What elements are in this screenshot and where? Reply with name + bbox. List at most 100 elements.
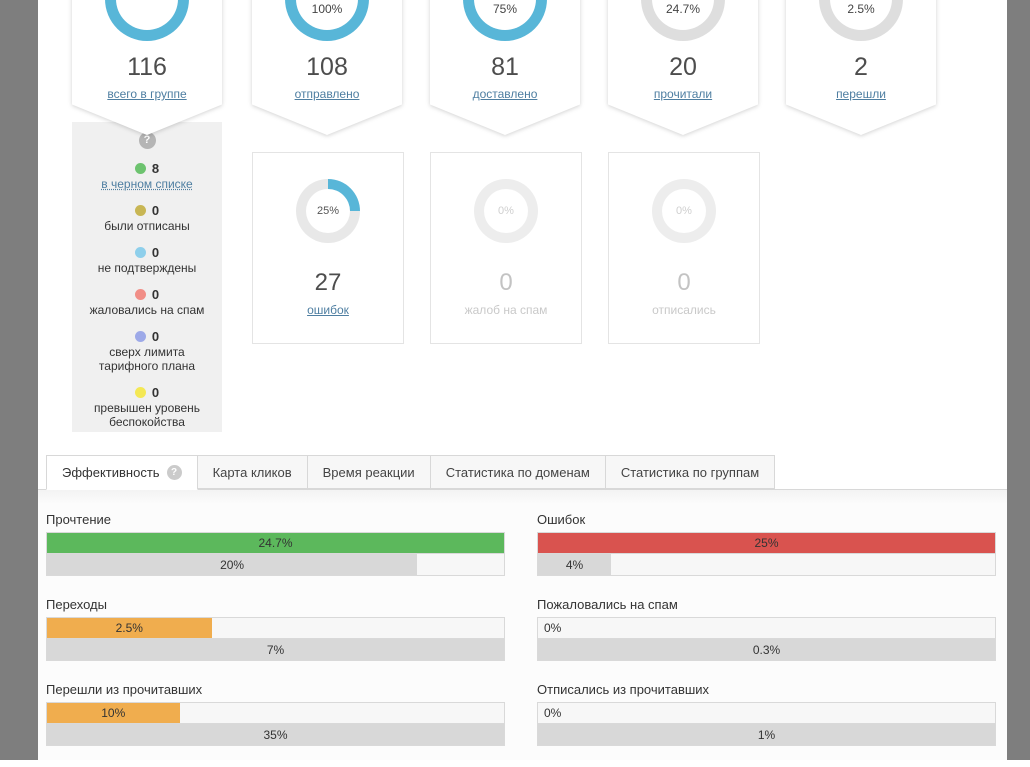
tab-label: Карта кликов	[212, 464, 292, 480]
metric-group-clicked-from-read: Перешли из прочитавших 10% 35%	[46, 682, 505, 746]
metric-bar-actual: 0%	[537, 702, 996, 724]
metric-bar-average: 7%	[46, 639, 505, 661]
metric-bar-average: 1%	[537, 724, 996, 746]
tab-effectiveness[interactable]: Эффективность ?	[46, 455, 198, 490]
legend-item-over-limit: 0 сверх лимита тарифного плана	[72, 328, 222, 374]
legend-item-unsubscribed: 0 были отписаны	[72, 203, 222, 234]
stat-link-total[interactable]: всего в группе	[107, 87, 187, 101]
metrics-column-right: Ошибок 25% 4% Пожаловались на спам 0% 0.…	[537, 512, 996, 767]
stat-link-read[interactable]: прочитали	[653, 87, 713, 101]
metric-bar-average: 4%	[537, 554, 996, 576]
bar-fill: 0%	[544, 621, 562, 635]
tab-label: Эффективность	[62, 465, 160, 480]
donut-chart-errors: 25%	[296, 179, 360, 243]
donut-percent: 2.5%	[847, 2, 875, 16]
bar-fill: 24.7%	[47, 533, 504, 553]
donut-percent: 100%	[311, 2, 343, 16]
legend-dot-icon	[134, 288, 146, 300]
stat-link-spam: жалоб на спам	[464, 303, 548, 317]
stat-card-delivered: 75% 81 доставлено	[430, 0, 580, 135]
metrics-column-left: Прочтение 24.7% 20% Переходы 2.5% 7% Пер…	[46, 512, 505, 767]
stat-value-total: 116	[127, 53, 167, 81]
metric-bar-average: 35%	[46, 724, 505, 746]
stat-value-delivered: 81	[491, 53, 519, 81]
stat-value-unsubscribed: 0	[677, 269, 691, 296]
legend-value: 0	[151, 384, 160, 400]
donut-chart-read: 24.7%	[641, 0, 725, 41]
donut-chart-total	[105, 0, 189, 41]
tab-label: Статистика по группам	[620, 464, 760, 480]
stat-card-errors: 25% 27 ошибок	[252, 152, 404, 344]
donut-percent: 25%	[316, 205, 340, 217]
bar-fill: 2.5%	[47, 618, 212, 638]
metric-group-spam-complaints: Пожаловались на спам 0% 0.3%	[537, 597, 996, 661]
donut-percent: 75%	[492, 2, 518, 16]
help-icon[interactable]: ?	[166, 465, 182, 480]
bar-fill: 20%	[47, 554, 418, 575]
metric-group-unsubscribed-from-read: Отписались из прочитавших 0% 1%	[537, 682, 996, 746]
tab-label: Время реакции	[322, 464, 415, 480]
tab-label: Статистика по доменам	[445, 464, 590, 480]
tab-domain-stats[interactable]: Статистика по доменам	[429, 455, 606, 489]
metric-group-errors: Ошибок 25% 4%	[537, 512, 996, 576]
legend-value: 8	[151, 160, 160, 176]
metric-bar-actual: 0%	[537, 617, 996, 639]
stat-link-clicked[interactable]: перешли	[836, 87, 886, 101]
bar-fill: 7%	[47, 639, 504, 660]
donut-chart-delivered: 75%	[463, 0, 547, 41]
bar-fill: 10%	[47, 703, 180, 723]
legend-value: 0	[151, 286, 160, 302]
metric-bar-actual: 2.5%	[46, 617, 505, 639]
stat-link-sent[interactable]: отправлено	[294, 87, 360, 101]
stat-card-read: 24.7% 20 прочитали	[608, 0, 758, 135]
tab-click-map[interactable]: Карта кликов	[196, 455, 308, 489]
stat-card-sent: 100% 108 отправлено	[252, 0, 402, 135]
donut-chart-sent: 100%	[285, 0, 369, 41]
bar-fill: 0.3%	[538, 639, 995, 660]
stat-value-read: 20	[669, 53, 697, 81]
stat-card-unsubscribed: 0% 0 отписались	[608, 152, 760, 344]
metric-bar-actual: 10%	[46, 702, 505, 724]
tab-group-stats[interactable]: Статистика по группам	[604, 455, 776, 489]
metric-group-clicks: Переходы 2.5% 7%	[46, 597, 505, 661]
legend-value: 0	[151, 328, 160, 344]
legend-dot-icon	[134, 386, 146, 398]
stat-card-clicked: 2.5% 2 перешли	[786, 0, 936, 135]
stat-link-delivered[interactable]: доставлено	[472, 87, 538, 101]
metric-bar-actual: 25%	[537, 532, 996, 554]
stat-card-spam-complaints: 0% 0 жалоб на спам	[430, 152, 582, 344]
bar-fill: 0%	[544, 706, 562, 720]
legend-item-unconfirmed: 0 не подтверждены	[72, 245, 222, 276]
bar-fill: 1%	[538, 724, 995, 745]
stat-value-spam: 0	[499, 269, 513, 296]
legend-item-blacklist: 8 в черном списке	[72, 160, 222, 192]
donut-chart-spam: 0%	[474, 179, 538, 243]
legend-dot-icon	[134, 330, 146, 342]
donut-percent: 0%	[676, 205, 692, 217]
tab-divider	[38, 489, 1007, 490]
metric-bar-average: 0.3%	[537, 639, 996, 661]
metric-title: Пожаловались на спам	[537, 597, 678, 612]
window-frame-right	[1007, 0, 1030, 760]
legend-label: были отписаны	[104, 219, 190, 233]
legend-item-spam-complaints: 0 жаловались на спам	[72, 286, 222, 318]
window-frame-left	[0, 0, 38, 760]
legend-link-blacklist[interactable]: в черном списке	[101, 177, 193, 191]
bar-fill: 35%	[47, 724, 504, 745]
stat-link-errors[interactable]: ошибок	[307, 303, 349, 317]
tab-reaction-time[interactable]: Время реакции	[306, 455, 431, 489]
help-icon[interactable]: ?	[138, 132, 156, 149]
bar-fill: 25%	[538, 533, 995, 553]
metric-bar-average: 20%	[46, 554, 505, 576]
metric-title: Ошибок	[537, 512, 586, 527]
group-legend-panel: ? 8 в черном списке 0 были отписаны 0 не…	[72, 122, 222, 432]
metric-group-reading: Прочтение 24.7% 20%	[46, 512, 505, 576]
legend-dot-icon	[134, 246, 146, 258]
stat-value-errors: 27	[314, 269, 342, 296]
bar-fill: 4%	[538, 554, 612, 575]
metric-title: Перешли из прочитавших	[46, 682, 203, 697]
legend-dot-icon	[134, 204, 146, 216]
donut-percent: 24.7%	[665, 2, 701, 16]
tab-bar: Эффективность ? Карта кликов Время реакц…	[46, 455, 776, 490]
legend-label: сверх лимита тарифного плана	[98, 345, 196, 373]
